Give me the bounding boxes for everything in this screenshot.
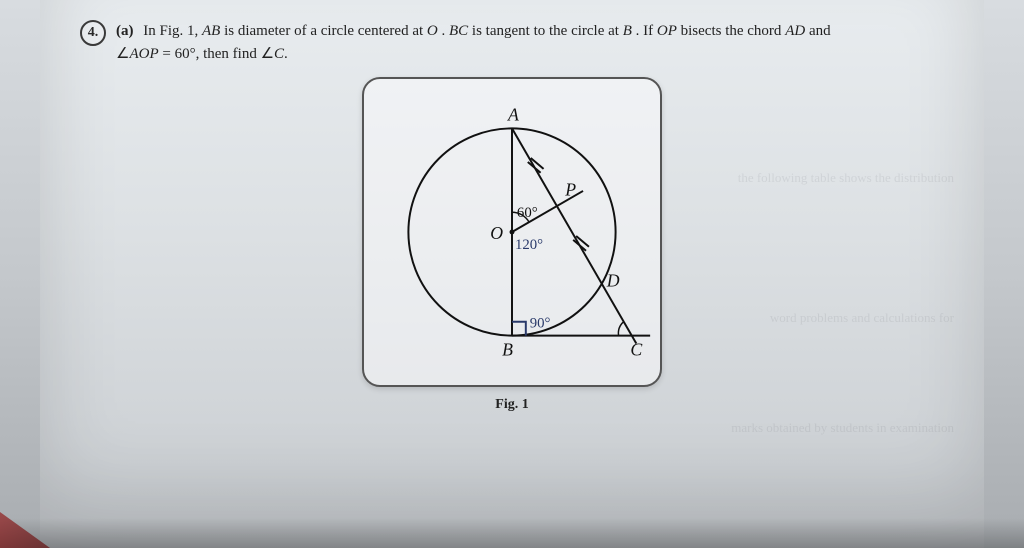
- q-ad: AD: [785, 23, 805, 39]
- label-c: C: [630, 339, 642, 359]
- q-c: C: [274, 46, 284, 62]
- figure-frame: A B C D O P 60° 120° 90°: [362, 77, 662, 387]
- angle-c-arc: [618, 322, 623, 336]
- q-t6: bisects the chord: [681, 23, 786, 39]
- q-eq: = 60°, then find ∠: [159, 46, 274, 62]
- question-text: (a) In Fig. 1, AB is diameter of a circl…: [116, 20, 831, 65]
- label-a: A: [507, 105, 519, 125]
- question-number: 4.: [88, 25, 99, 41]
- q-t4: is tangent to the circle at: [472, 23, 623, 39]
- figure-container: A B C D O P 60° 120° 90° Fig. 1: [80, 77, 944, 413]
- question-number-badge: 4.: [80, 20, 106, 46]
- question-row: 4. (a) In Fig. 1, AB is diameter of a ci…: [80, 20, 944, 65]
- subpart-label: (a): [116, 23, 134, 39]
- q-op: OP: [657, 23, 677, 39]
- q-bc: BC: [449, 23, 468, 39]
- label-d: D: [606, 270, 620, 290]
- q-aop: AOP: [129, 46, 158, 62]
- figure-caption: Fig. 1: [495, 397, 528, 413]
- q-ab: AB: [202, 23, 220, 39]
- label-b: B: [502, 339, 513, 359]
- q-t7: and: [809, 23, 831, 39]
- page-bottom-shadow: [0, 518, 1024, 548]
- angle-60-label: 60°: [517, 205, 538, 221]
- q-anglepre: ∠: [116, 46, 129, 62]
- label-p: P: [564, 179, 576, 199]
- q-t5: . If: [636, 23, 657, 39]
- angle-120-hand: 120°: [515, 237, 543, 253]
- q-o: O: [427, 23, 438, 39]
- q-t1: In Fig. 1,: [143, 23, 202, 39]
- q-end: .: [284, 46, 288, 62]
- geometry-svg: A B C D O P 60° 120° 90°: [364, 79, 660, 385]
- right-angle-mark: [512, 322, 526, 336]
- q-t3: .: [442, 23, 450, 39]
- angle-90-hand: 90°: [530, 316, 551, 332]
- q-t2: is diameter of a circle centered at: [224, 23, 427, 39]
- content-area: 4. (a) In Fig. 1, AB is diameter of a ci…: [0, 0, 1024, 433]
- q-b: B: [623, 23, 632, 39]
- point-o-dot: [510, 230, 515, 235]
- label-o: O: [490, 223, 503, 243]
